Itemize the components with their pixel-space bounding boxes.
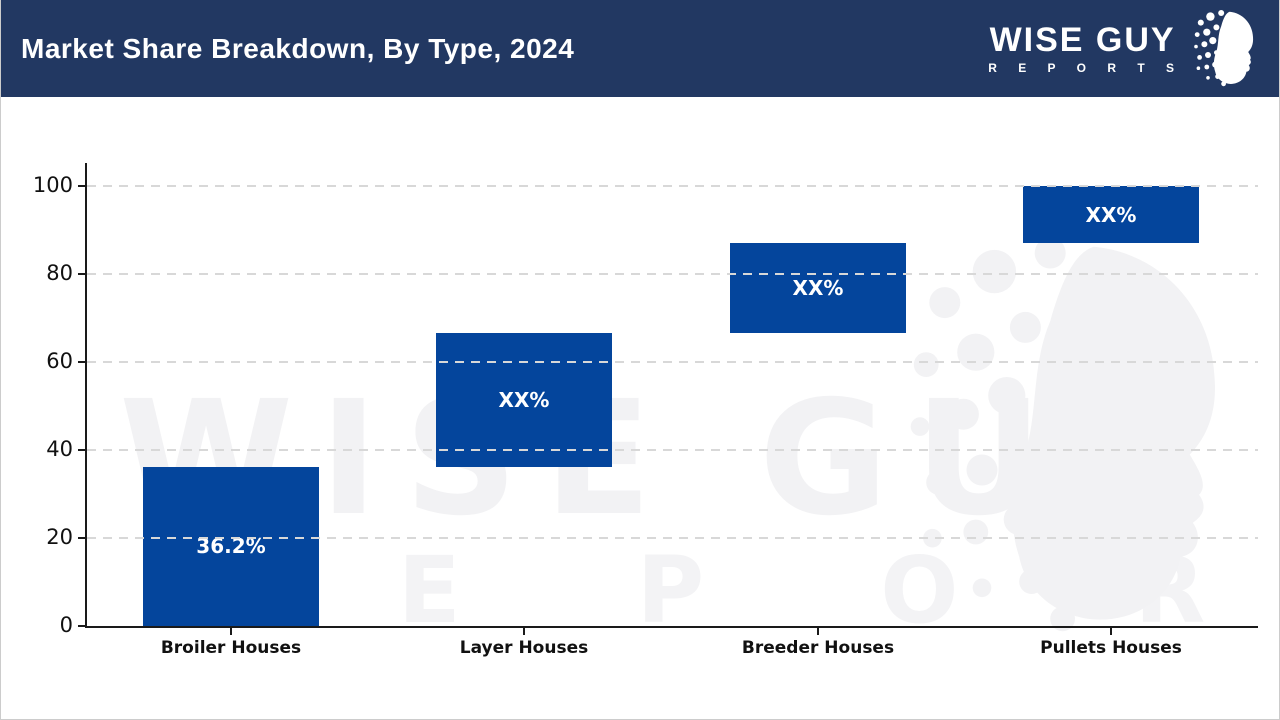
bar-pullets-houses: XX% xyxy=(1023,186,1199,244)
logo-subtitle: R E P O R T S xyxy=(988,61,1183,75)
watermark-face-icon xyxy=(910,237,1215,632)
y-axis-line xyxy=(85,163,87,628)
y-tick-label: 0 xyxy=(59,613,73,637)
chart-title: Market Share Breakdown, By Type, 2024 xyxy=(21,32,575,64)
x-tick-mark xyxy=(1110,628,1112,635)
bar-value-label: XX% xyxy=(498,388,550,413)
gridline-40 xyxy=(87,449,1258,451)
x-category-label-broiler-houses: Broiler Houses xyxy=(160,638,302,658)
y-tick-label: 80 xyxy=(46,261,73,285)
x-category-label-breeder-houses: Breeder Houses xyxy=(741,638,895,658)
x-tick-mark xyxy=(817,628,819,635)
y-tick-mark xyxy=(78,537,85,539)
chart-plot-area: WISE GUY R E P O R T S 02040608010036.2%… xyxy=(1,97,1280,719)
gridline-80 xyxy=(87,273,1258,275)
x-category-label-layer-houses: Layer Houses xyxy=(459,638,589,658)
y-tick-label: 100 xyxy=(32,173,73,197)
bar-broiler-houses: 36.2% xyxy=(143,466,319,626)
wise-guy-logo: WISE GUY R E P O R T S xyxy=(982,6,1265,92)
gridline-100 xyxy=(87,185,1258,187)
bar-value-label: XX% xyxy=(792,276,844,301)
x-tick-mark xyxy=(230,628,232,635)
x-category-label-pullets-houses: Pullets Houses xyxy=(1040,638,1182,658)
gridline-20 xyxy=(87,537,1258,539)
logo-wordmark: WISE GUY xyxy=(989,21,1176,59)
gridline-60 xyxy=(87,361,1258,363)
bar-layer-houses: XX% xyxy=(436,333,612,467)
bar-breeder-houses: XX% xyxy=(730,243,906,334)
y-tick-mark xyxy=(78,449,85,451)
x-axis-line xyxy=(85,626,1258,628)
y-tick-mark xyxy=(78,625,85,627)
bar-value-label: XX% xyxy=(1085,202,1137,227)
y-tick-label: 40 xyxy=(46,437,73,461)
logo-text: WISE GUY R E P O R T S xyxy=(982,23,1183,75)
y-tick-mark xyxy=(78,185,85,187)
y-tick-label: 20 xyxy=(46,525,73,549)
y-tick-label: 60 xyxy=(46,349,73,373)
x-tick-mark xyxy=(523,628,525,635)
header-bar: Market Share Breakdown, By Type, 2024 WI… xyxy=(1,0,1279,97)
y-tick-mark xyxy=(78,273,85,275)
y-tick-mark xyxy=(78,361,85,363)
logo-face-icon xyxy=(1194,10,1254,87)
